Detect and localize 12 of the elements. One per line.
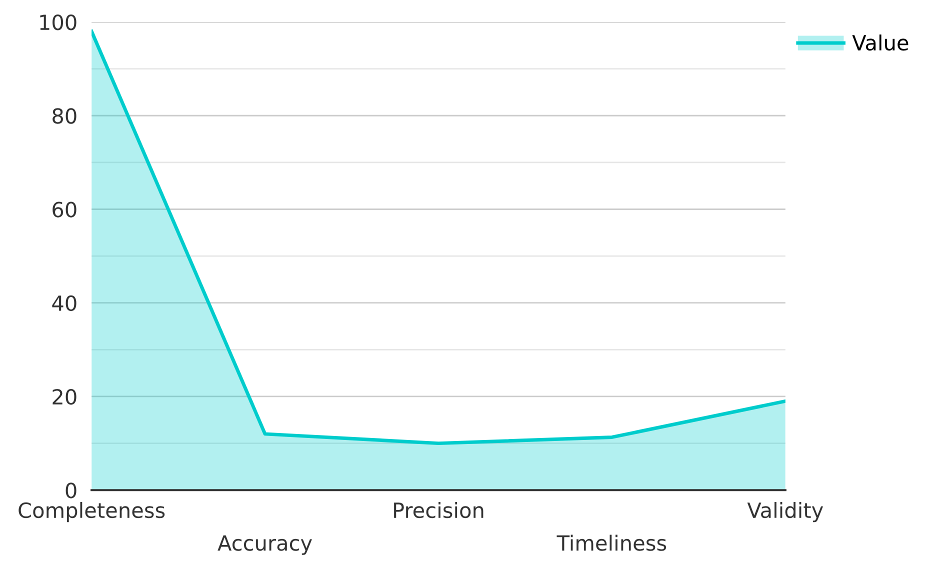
y-tick-label: 40 [52, 295, 76, 312]
x-tick-label: Validity [747, 502, 824, 522]
x-tick-label: Completeness [18, 502, 165, 522]
x-tick-label: Accuracy [218, 535, 312, 555]
x-tick-label: Precision [394, 502, 484, 518]
y-tick-label: 20 [52, 388, 76, 405]
y-tick-label: 100 [40, 14, 76, 30]
y-tick-label: 0 [66, 482, 76, 498]
y-tick-label: 60 [52, 202, 76, 218]
x-tick-label: Timeliness [556, 534, 666, 551]
y-tick-label: 80 [52, 108, 76, 124]
legend-label: Value [852, 34, 908, 51]
